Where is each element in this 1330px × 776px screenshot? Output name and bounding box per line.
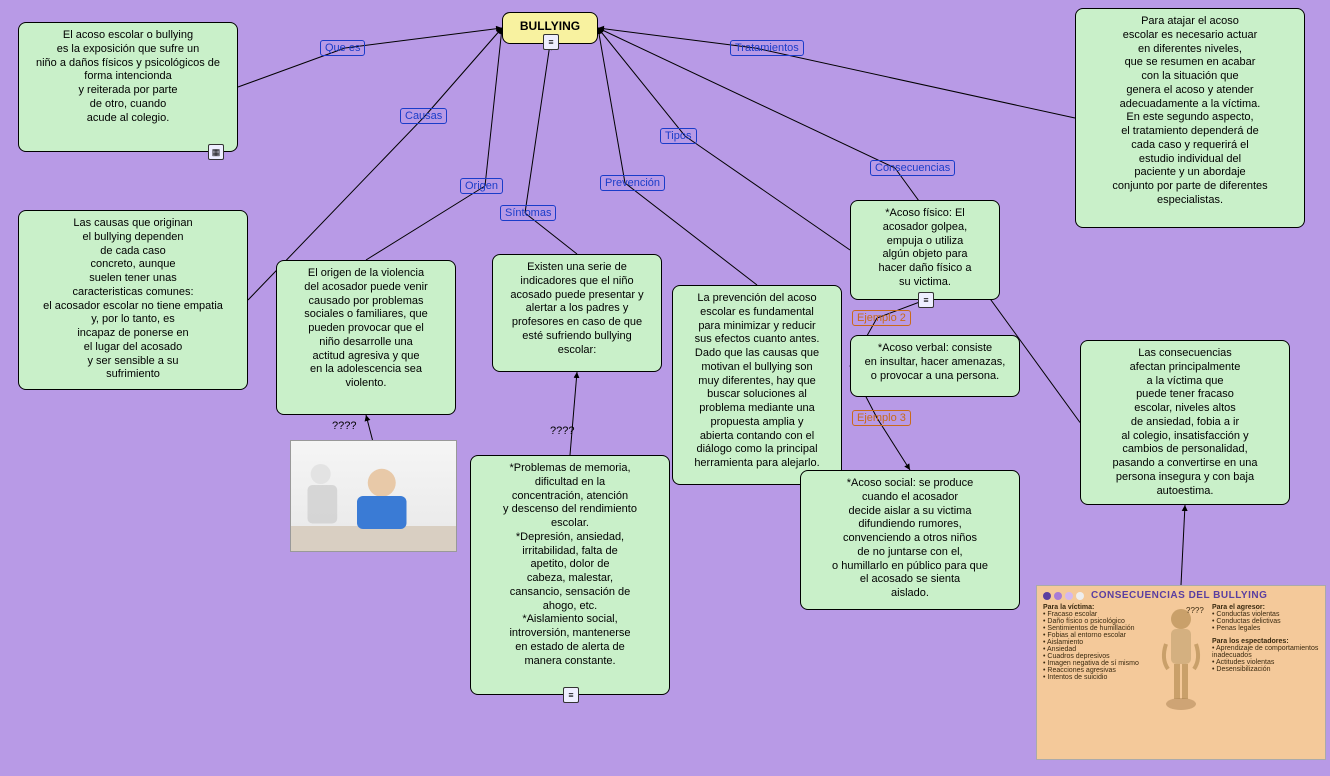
link-tipos: Tipos [660, 128, 697, 144]
concept-text: Las consecuencias afectan principalmente… [1113, 347, 1258, 497]
link-text: Causas [405, 110, 442, 122]
link-text: Ejemplo 2 [857, 312, 906, 324]
link-text: Prevención [605, 177, 660, 189]
link-prevencion: Prevención [600, 175, 665, 191]
concept-consecuencias[interactable]: Las consecuencias afectan principalmente… [1080, 340, 1290, 505]
list-item: Intentos de suicidio [1047, 674, 1107, 681]
link-text: Origen [465, 180, 498, 192]
dot-icon [1054, 592, 1062, 600]
qmark-text: ???? [550, 425, 574, 437]
link-que_es: Que es [320, 40, 365, 56]
concept-tipo1[interactable]: *Acoso físico: El acosador golpea, empuj… [850, 200, 1000, 300]
concept-que_es[interactable]: El acoso escolar o bullying es la exposi… [18, 22, 238, 152]
list-item: Imagen negativa de sí mismo [1047, 660, 1138, 667]
concept-tipo2[interactable]: *Acoso verbal: consiste en insultar, hac… [850, 335, 1020, 397]
dot-icon [1043, 592, 1051, 600]
concept-text: El origen de la violencia del acosador p… [304, 267, 428, 389]
concept-tratamientos[interactable]: Para atajar el acoso escolar es necesari… [1075, 8, 1305, 228]
concept-text: *Acoso social: se produce cuando el acos… [832, 477, 988, 599]
list-item: Conductas violentas [1216, 611, 1279, 618]
list-item: Desensibilización [1216, 666, 1270, 673]
concept-text: *Problemas de memoria, dificultad en la … [503, 462, 637, 667]
col-title: Para el agresor: [1212, 604, 1319, 611]
link-text: Síntomas [505, 207, 551, 219]
link-ej3: Ejemplo 3 [852, 410, 911, 426]
root-label: BULLYING [520, 19, 580, 34]
doc-icon: ≡ [918, 292, 934, 308]
list-item: Aislamiento [1047, 639, 1083, 646]
col-title: Para los espectadores: [1212, 638, 1319, 645]
embedded-photo [290, 440, 457, 552]
consequences-infographic: CONSECUENCIAS DEL BULLYING Para la víctim… [1036, 585, 1326, 760]
concept-text: El acoso escolar o bullying es la exposi… [36, 29, 220, 124]
concept-sintomas[interactable]: Existen una serie de indicadores que el … [492, 254, 662, 372]
link-causas: Causas [400, 108, 447, 124]
concept-text: Las causas que originan el bullying depe… [43, 217, 223, 380]
concept-text: *Acoso físico: El acosador golpea, empuj… [879, 207, 972, 288]
list-item: Penas legales [1216, 625, 1260, 632]
list-item: Actitudes violentas [1216, 659, 1274, 666]
link-text: Tipos [665, 130, 692, 142]
concept-text: La prevención del acoso escolar es funda… [694, 292, 819, 469]
link-text: Ejemplo 3 [857, 412, 906, 424]
link-tratamientos: Tratamientos [730, 40, 804, 56]
concept-prevencion[interactable]: La prevención del acoso escolar es funda… [672, 285, 842, 485]
list-item: Sentimientos de humillación [1047, 625, 1134, 632]
qmark-text: ???? [332, 420, 356, 432]
unknown-marker: ???? [332, 420, 356, 432]
list-item: Daño físico o psicológico [1047, 618, 1124, 625]
link-text: Consecuencias [875, 162, 950, 174]
concept-sintomas_detail[interactable]: *Problemas de memoria, dificultad en la … [470, 455, 670, 695]
list-item: Conductas delictivas [1216, 618, 1280, 625]
link-origen: Origen [460, 178, 503, 194]
concept-map-canvas: BULLYING≡El acoso escolar o bullying es … [0, 0, 1330, 776]
link-consecuencias: Consecuencias [870, 160, 955, 176]
unknown-marker: ???? [550, 425, 574, 437]
doc-icon: ≡ [543, 34, 559, 50]
list-item: Reacciones agresivas [1047, 667, 1115, 674]
col-title: Para la víctima: [1043, 604, 1150, 611]
dot-icon [1065, 592, 1073, 600]
link-text: Tratamientos [735, 42, 799, 54]
img-icon: ▦ [208, 144, 224, 160]
qmark-text: ???? [1186, 606, 1204, 615]
link-text: Que es [325, 42, 360, 54]
list-item: Cuadros depresivos [1047, 653, 1109, 660]
dot-icon [1076, 592, 1084, 600]
link-ej2: Ejemplo 2 [852, 310, 911, 326]
concept-text: *Acoso verbal: consiste en insultar, hac… [865, 342, 1006, 382]
concept-origen[interactable]: El origen de la violencia del acosador p… [276, 260, 456, 415]
list-item: Fracaso escolar [1047, 611, 1097, 618]
list-item: Aprendizaje de comportamientos inadecuad… [1212, 645, 1318, 659]
concept-text: Existen una serie de indicadores que el … [510, 261, 643, 356]
concept-causas[interactable]: Las causas que originan el bullying depe… [18, 210, 248, 390]
concept-tipo3[interactable]: *Acoso social: se produce cuando el acos… [800, 470, 1020, 610]
list-item: Fobias al entorno escolar [1047, 632, 1126, 639]
infographic-title: CONSECUENCIAS DEL BULLYING [1091, 590, 1267, 601]
concept-text: Para atajar el acoso escolar es necesari… [1112, 15, 1267, 206]
link-sintomas: Síntomas [500, 205, 556, 221]
doc-icon: ≡ [563, 687, 579, 703]
list-item: Ansiedad [1047, 646, 1076, 653]
